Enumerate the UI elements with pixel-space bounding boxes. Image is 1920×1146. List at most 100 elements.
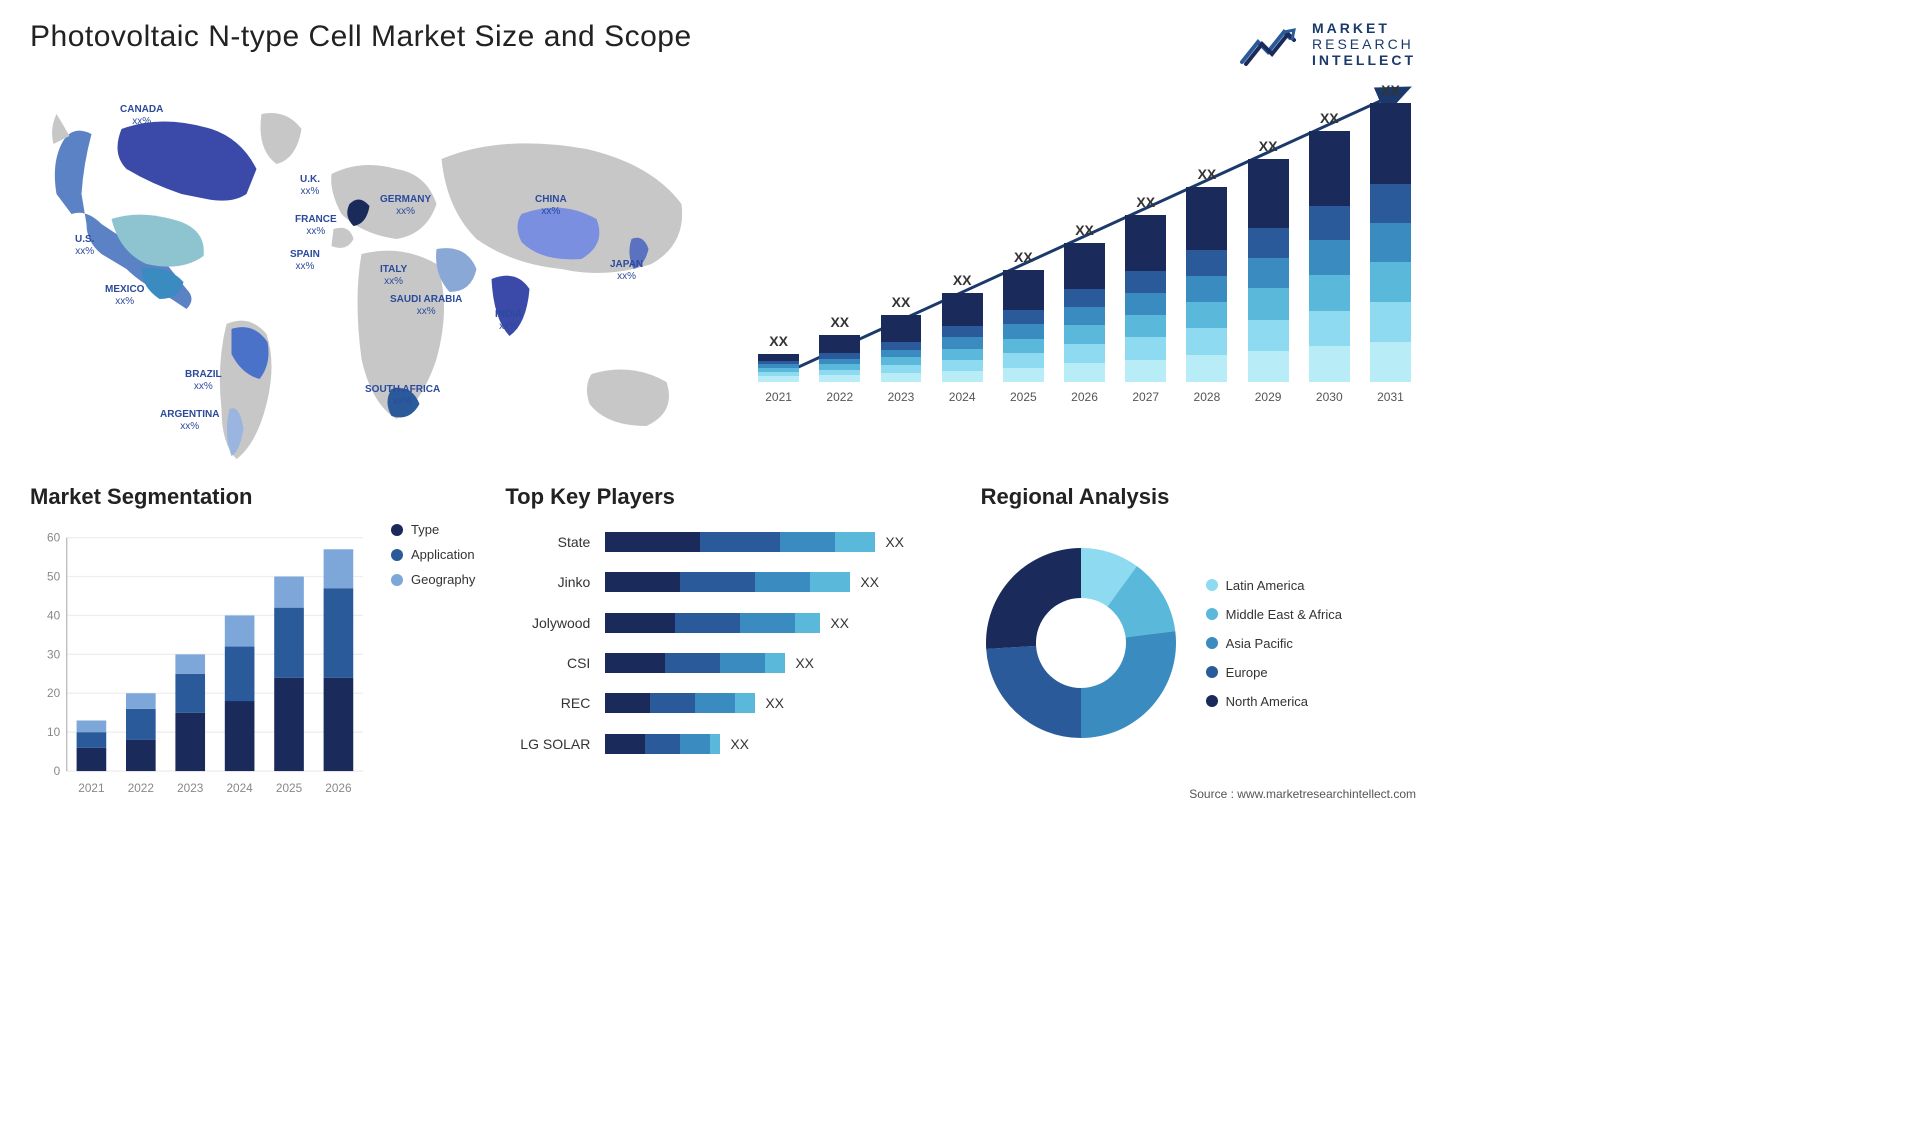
player-bar-segment: [605, 734, 645, 754]
growth-bar-segment: [819, 335, 860, 353]
growth-bar-stack: [942, 293, 983, 382]
growth-bar-stack: [1370, 103, 1411, 382]
players-panel: Top Key Players StateJinkoJolywoodCSIREC…: [505, 484, 950, 764]
growth-bar-year: 2023: [888, 390, 915, 404]
growth-bar-stack: [1309, 131, 1350, 382]
growth-bar-segment: [1309, 275, 1350, 311]
page-title: Photovoltaic N-type Cell Market Size and…: [30, 20, 1426, 54]
growth-bar-stack: [758, 354, 799, 382]
growth-bar-segment: [1003, 353, 1044, 368]
player-bar-segment: [645, 734, 680, 754]
svg-text:20: 20: [47, 686, 61, 700]
player-bar-segment: [680, 734, 710, 754]
segmentation-bar-segment: [274, 678, 304, 771]
growth-bar-column: XX2021: [753, 333, 804, 404]
growth-bar-segment: [1370, 223, 1411, 262]
growth-bar-segment: [1003, 368, 1044, 383]
growth-bar-segment: [1309, 346, 1350, 382]
growth-bar-segment: [881, 315, 922, 342]
map-country-label: FRANCExx%: [295, 214, 337, 238]
legend-swatch: [1206, 579, 1218, 591]
world-map-panel: CANADAxx%U.S.xx%MEXICOxx%BRAZILxx%ARGENT…: [30, 74, 713, 474]
growth-bar-column: XX2027: [1120, 194, 1171, 404]
regional-legend-item: Latin America: [1206, 578, 1342, 593]
svg-text:0: 0: [54, 764, 61, 778]
svg-text:40: 40: [47, 608, 61, 622]
player-bar-segment: [650, 693, 695, 713]
player-name: Jinko: [505, 574, 590, 590]
growth-bar-segment: [1309, 240, 1350, 275]
growth-bar-segment: [1125, 271, 1166, 293]
growth-bar-segment: [1186, 250, 1227, 276]
growth-bar-year: 2025: [1010, 390, 1037, 404]
player-bar-segment: [675, 613, 740, 633]
regional-legend-item: Europe: [1206, 665, 1342, 680]
map-country-label: CANADAxx%: [120, 104, 163, 128]
legend-swatch: [1206, 666, 1218, 678]
player-bar-segment: [665, 653, 720, 673]
segmentation-bar-segment: [324, 678, 354, 771]
player-bar-segment: [605, 653, 665, 673]
growth-bar-stack: [1064, 243, 1105, 382]
player-bar-segment: [720, 653, 765, 673]
player-name: State: [505, 534, 590, 550]
player-name-list: StateJinkoJolywoodCSIRECLG SOLAR: [505, 522, 590, 764]
legend-label: Type: [411, 522, 439, 537]
player-bar-row: XX: [605, 613, 950, 633]
segmentation-bar-segment: [126, 709, 156, 740]
growth-bar-segment: [942, 371, 983, 382]
segmentation-bar-segment: [126, 740, 156, 771]
growth-bar-year: 2028: [1194, 390, 1221, 404]
growth-bar-segment: [1003, 324, 1044, 339]
svg-text:60: 60: [47, 531, 61, 545]
growth-bar-value: XX: [769, 333, 788, 349]
growth-chart-panel: XX2021XX2022XX2023XX2024XX2025XX2026XX20…: [743, 74, 1426, 474]
growth-bar-segment: [942, 337, 983, 348]
donut-slice: [986, 548, 1081, 649]
growth-bar-segment: [1186, 302, 1227, 329]
growth-bar-year: 2030: [1316, 390, 1343, 404]
segmentation-bar-segment: [175, 713, 205, 771]
segmentation-bar-segment: [77, 732, 107, 748]
legend-label: Europe: [1226, 665, 1268, 680]
growth-bar-segment: [1248, 228, 1289, 258]
growth-bar-stack: [819, 335, 860, 382]
legend-swatch: [391, 549, 403, 561]
legend-label: Application: [411, 547, 475, 562]
growth-bar-segment: [1064, 325, 1105, 344]
svg-text:2022: 2022: [128, 781, 154, 795]
growth-bar-year: 2026: [1071, 390, 1098, 404]
growth-bar-stack: [1003, 270, 1044, 382]
growth-bar-year: 2027: [1132, 390, 1159, 404]
growth-bar-segment: [1003, 310, 1044, 325]
segmentation-legend-item: Application: [391, 547, 475, 562]
player-bar-row: XX: [605, 653, 950, 673]
regional-donut-chart: [981, 543, 1181, 743]
player-bar-row: XX: [605, 532, 950, 552]
growth-bar-segment: [1064, 363, 1105, 382]
growth-bar-year: 2029: [1255, 390, 1282, 404]
growth-bar-segment: [942, 349, 983, 360]
svg-text:2024: 2024: [227, 781, 254, 795]
growth-bar-value: XX: [1014, 249, 1033, 265]
segmentation-legend-item: Type: [391, 522, 475, 537]
player-bar-segment: [605, 572, 680, 592]
legend-swatch: [1206, 637, 1218, 649]
player-name: Jolywood: [505, 615, 590, 631]
player-bar-segment: [695, 693, 735, 713]
growth-bar-segment: [1248, 351, 1289, 382]
growth-bar-segment: [1125, 315, 1166, 337]
player-bar-segment: [700, 532, 780, 552]
map-country-label: SOUTH AFRICAxx%: [365, 384, 440, 408]
map-country-label: JAPANxx%: [610, 259, 643, 283]
brand-logo: MARKET RESEARCH INTELLECT: [1240, 20, 1416, 68]
logo-text-1: MARKET: [1312, 20, 1416, 36]
svg-text:2025: 2025: [276, 781, 303, 795]
segmentation-bar-segment: [175, 654, 205, 673]
growth-bar-column: XX2024: [937, 272, 988, 404]
growth-bar-segment: [1248, 288, 1289, 319]
growth-bar-segment: [1186, 355, 1227, 382]
legend-swatch: [1206, 608, 1218, 620]
growth-bar-stack: [881, 315, 922, 382]
growth-bar-segment: [881, 365, 922, 373]
